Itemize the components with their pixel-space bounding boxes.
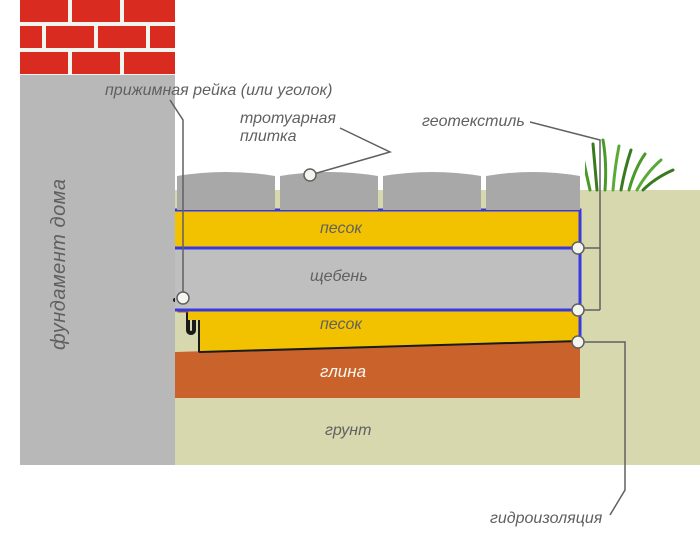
- pavement-cross-section-diagram: песок щебень песок глина грунт фундамент…: [0, 0, 700, 543]
- waterproofing-callout: [0, 0, 700, 543]
